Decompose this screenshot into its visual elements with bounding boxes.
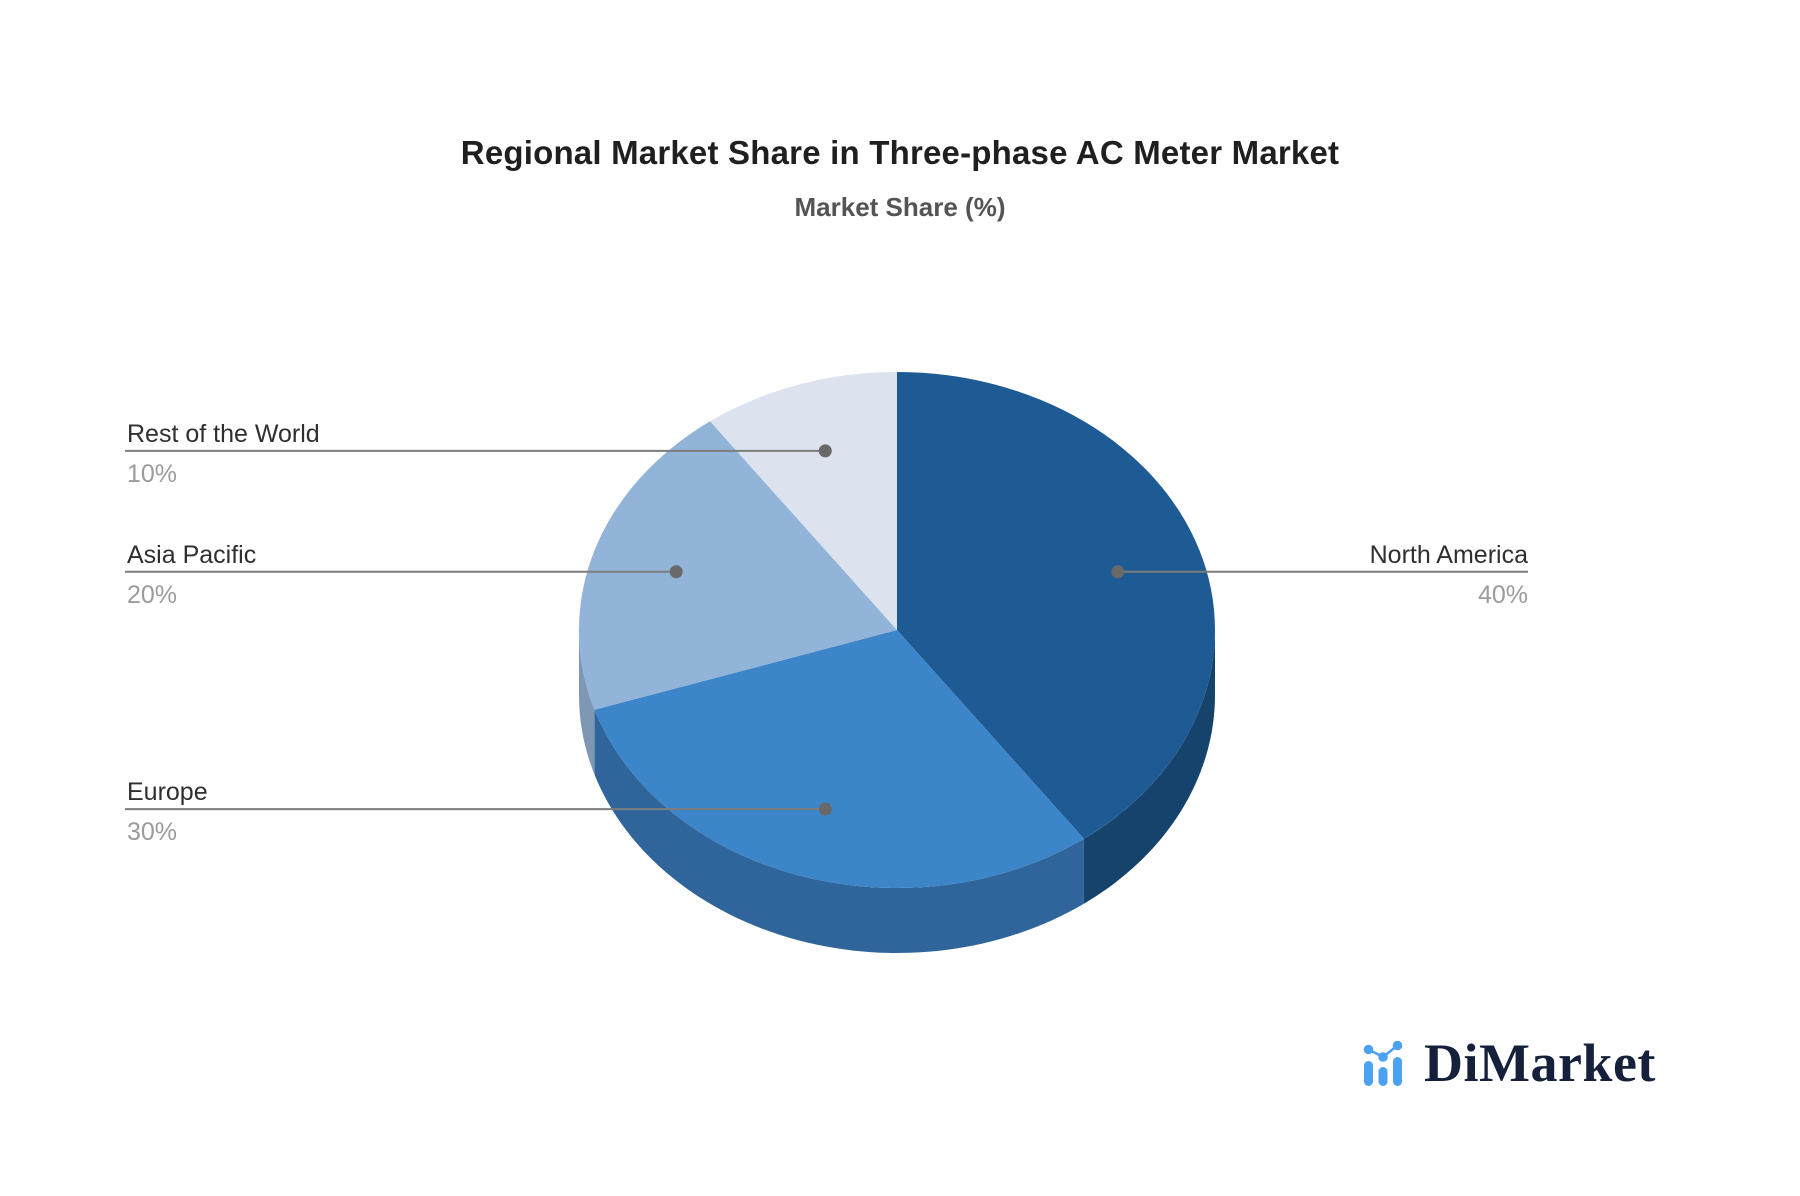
slice-value-asia-pacific: 20% xyxy=(127,581,177,609)
label-connector-dot-rest-of-the-world xyxy=(818,444,832,458)
pie-slice-side-asia-pacific xyxy=(579,630,595,775)
logo-wordmark: DiMarket xyxy=(1424,1033,1656,1093)
pie-slice-asia-pacific[interactable] xyxy=(578,421,897,710)
pie-slice-side-north-america xyxy=(1083,630,1215,904)
slice-value-europe: 30% xyxy=(127,818,177,846)
slice-value-north-america: 40% xyxy=(1478,581,1528,609)
label-connector-dot-asia-pacific xyxy=(669,565,683,579)
pie-slice-north-america[interactable] xyxy=(897,372,1215,839)
label-connector-dot-europe xyxy=(818,802,832,816)
pie-slice-side-europe xyxy=(594,709,1084,954)
slice-label-europe: Europe xyxy=(127,778,208,806)
slice-label-asia-pacific: Asia Pacific xyxy=(127,541,256,569)
slice-label-rest-of-the-world: Rest of the World xyxy=(127,420,320,448)
label-connector-dot-north-america xyxy=(1111,565,1125,579)
slice-label-north-america: North America xyxy=(1370,541,1528,569)
pie-slice-rest-of-the-world[interactable] xyxy=(710,372,897,630)
chart-subtitle: Market Share (%) xyxy=(794,192,1006,222)
pie-slice-europe[interactable] xyxy=(594,630,1084,888)
bar-line-chart-icon xyxy=(1363,1041,1403,1086)
chart-title: Regional Market Share in Three-phase AC … xyxy=(460,134,1340,171)
slice-value-rest-of-the-world: 10% xyxy=(127,460,177,488)
